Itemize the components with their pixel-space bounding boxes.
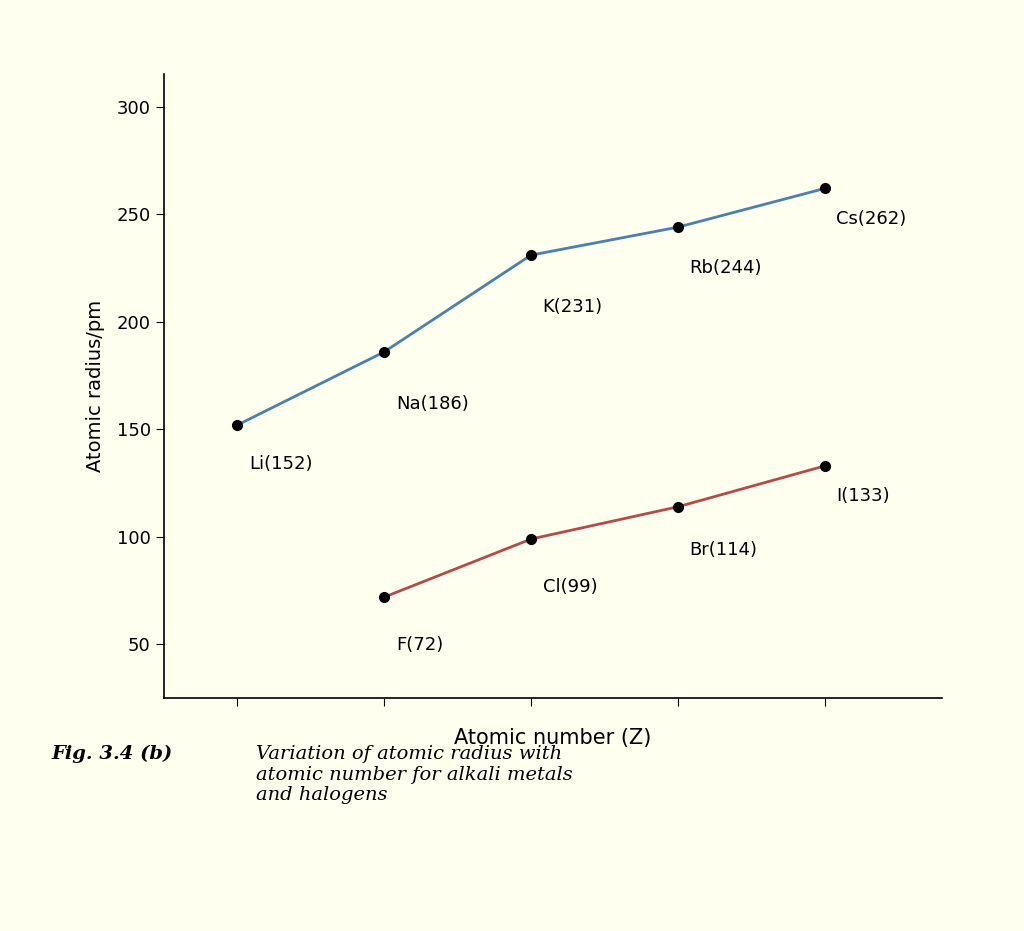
X-axis label: Atomic number (Z): Atomic number (Z) [455,728,651,749]
Text: Br(114): Br(114) [689,541,758,560]
Text: Variation of atomic radius with
atomic number for alkali metals
and halogens: Variation of atomic radius with atomic n… [256,745,572,804]
Text: Cl(99): Cl(99) [543,578,597,596]
Text: K(231): K(231) [543,298,603,317]
Text: F(72): F(72) [396,636,443,654]
Y-axis label: Atomic radius/pm: Atomic radius/pm [86,301,105,472]
Text: I(133): I(133) [837,488,890,506]
Text: Fig. 3.4 (b): Fig. 3.4 (b) [51,745,172,763]
Text: Na(186): Na(186) [396,395,469,413]
Text: Rb(244): Rb(244) [689,260,762,277]
Text: Li(152): Li(152) [249,455,312,473]
Text: Cs(262): Cs(262) [837,210,906,228]
